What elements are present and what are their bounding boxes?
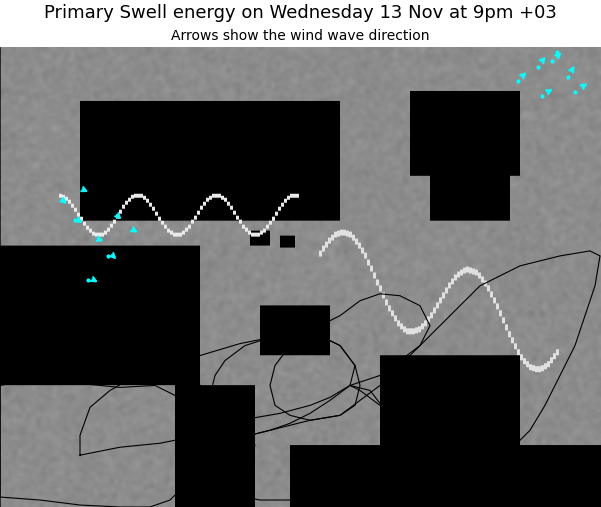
Text: Arrows show the wind wave direction: Arrows show the wind wave direction bbox=[171, 29, 430, 44]
Text: Primary Swell energy on Wednesday 13 Nov at 9pm +03: Primary Swell energy on Wednesday 13 Nov… bbox=[44, 4, 557, 22]
